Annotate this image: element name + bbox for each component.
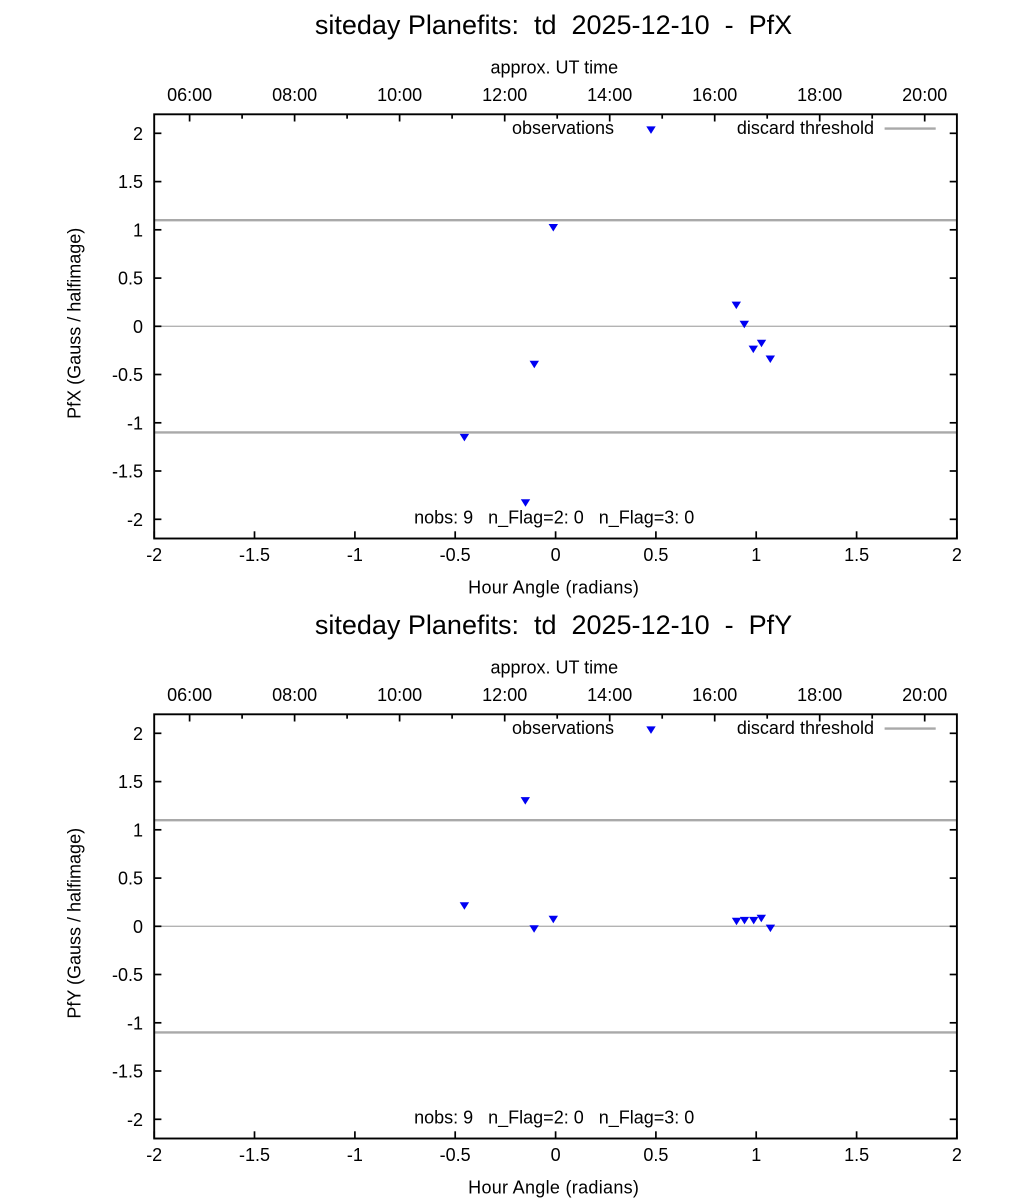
- svg-text:14:00: 14:00: [587, 685, 632, 705]
- svg-text:0.5: 0.5: [118, 269, 143, 289]
- svg-text:approx. UT time: approx. UT time: [490, 57, 618, 77]
- svg-text:1.5: 1.5: [118, 772, 143, 792]
- svg-text:2: 2: [133, 724, 143, 744]
- svg-text:06:00: 06:00: [167, 85, 212, 105]
- svg-text:0.5: 0.5: [643, 1145, 668, 1165]
- svg-text:-1.5: -1.5: [112, 462, 143, 482]
- svg-text:1: 1: [751, 545, 761, 565]
- svg-text:0.5: 0.5: [643, 545, 668, 565]
- svg-text:12:00: 12:00: [482, 685, 527, 705]
- svg-text:-2: -2: [146, 545, 162, 565]
- svg-text:0: 0: [133, 317, 143, 337]
- svg-text:-0.5: -0.5: [112, 365, 143, 385]
- svg-text:18:00: 18:00: [797, 685, 842, 705]
- svg-text:1: 1: [133, 820, 143, 840]
- svg-text:10:00: 10:00: [377, 85, 422, 105]
- svg-text:-1: -1: [347, 1145, 363, 1165]
- svg-text:discard threshold: discard threshold: [737, 718, 874, 738]
- svg-text:-0.5: -0.5: [112, 965, 143, 985]
- svg-text:-1.5: -1.5: [112, 1062, 143, 1082]
- svg-text:0.5: 0.5: [118, 869, 143, 889]
- svg-text:08:00: 08:00: [272, 685, 317, 705]
- svg-text:-1.5: -1.5: [239, 1145, 270, 1165]
- svg-text:10:00: 10:00: [377, 685, 422, 705]
- svg-text:-1: -1: [127, 1013, 143, 1033]
- svg-text:siteday Planefits: td 2025-1: siteday Planefits: td 2025-12-10 - PfX: [315, 10, 792, 40]
- svg-text:approx. UT time: approx. UT time: [490, 657, 618, 677]
- svg-text:1: 1: [133, 220, 143, 240]
- svg-text:16:00: 16:00: [692, 685, 737, 705]
- svg-text:observations: observations: [512, 118, 614, 138]
- svg-text:20:00: 20:00: [902, 85, 947, 105]
- svg-text:2: 2: [133, 124, 143, 144]
- svg-text:1.5: 1.5: [118, 172, 143, 192]
- svg-text:18:00: 18:00: [797, 85, 842, 105]
- svg-text:discard threshold: discard threshold: [737, 118, 874, 138]
- svg-text:-0.5: -0.5: [440, 545, 471, 565]
- svg-text:-1: -1: [347, 545, 363, 565]
- svg-text:observations: observations: [512, 718, 614, 738]
- svg-text:-2: -2: [127, 510, 143, 530]
- svg-text:nobs: 9 n_Flag=2: 0 n_Flag: nobs: 9 n_Flag=2: 0 n_Flag=3: 0: [414, 507, 694, 528]
- svg-text:1: 1: [751, 1145, 761, 1165]
- svg-text:-1.5: -1.5: [239, 545, 270, 565]
- svg-text:nobs: 9 n_Flag=2: 0 n_Flag: nobs: 9 n_Flag=2: 0 n_Flag=3: 0: [414, 1107, 694, 1128]
- svg-text:14:00: 14:00: [587, 85, 632, 105]
- svg-text:Hour Angle (radians): Hour Angle (radians): [468, 1177, 639, 1197]
- svg-text:12:00: 12:00: [482, 85, 527, 105]
- svg-text:06:00: 06:00: [167, 685, 212, 705]
- svg-text:2: 2: [952, 545, 962, 565]
- svg-text:-0.5: -0.5: [440, 1145, 471, 1165]
- svg-text:-1: -1: [127, 413, 143, 433]
- svg-text:16:00: 16:00: [692, 85, 737, 105]
- svg-text:1.5: 1.5: [844, 1145, 869, 1165]
- svg-text:0: 0: [133, 917, 143, 937]
- svg-text:siteday Planefits: td 2025-1: siteday Planefits: td 2025-12-10 - PfY: [315, 610, 792, 640]
- svg-text:-2: -2: [146, 1145, 162, 1165]
- svg-text:0: 0: [551, 1145, 561, 1165]
- svg-text:PfY (Gauss / halfimage): PfY (Gauss / halfimage): [65, 828, 85, 1019]
- svg-text:Hour Angle (radians): Hour Angle (radians): [468, 577, 639, 597]
- svg-text:08:00: 08:00: [272, 85, 317, 105]
- svg-text:-2: -2: [127, 1110, 143, 1130]
- svg-text:1.5: 1.5: [844, 545, 869, 565]
- svg-text:2: 2: [952, 1145, 962, 1165]
- svg-text:20:00: 20:00: [902, 685, 947, 705]
- svg-text:0: 0: [551, 545, 561, 565]
- svg-text:PfX (Gauss / halfimage): PfX (Gauss / halfimage): [65, 228, 85, 419]
